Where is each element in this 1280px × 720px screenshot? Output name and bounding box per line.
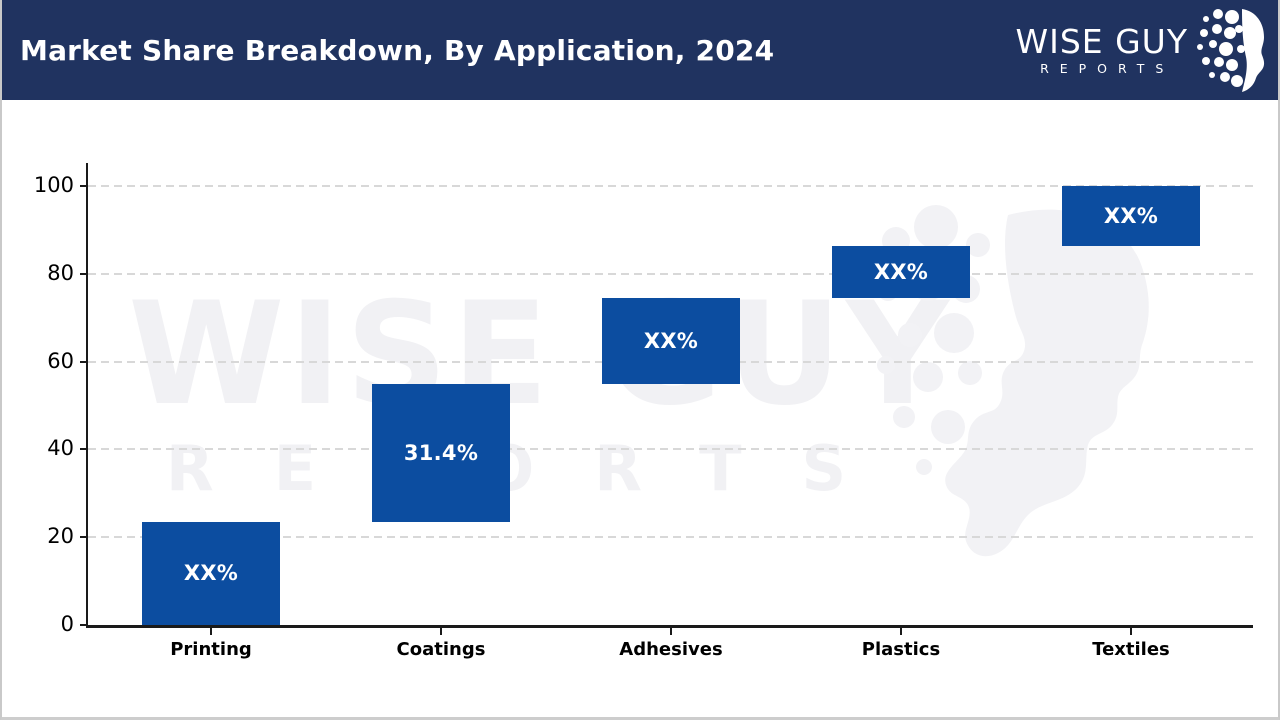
- x-axis-spine: [86, 625, 1253, 628]
- bar-plastics: XX%: [832, 246, 970, 298]
- brand-subtitle: REPORTS: [1040, 60, 1175, 76]
- bar-value-label: XX%: [873, 260, 929, 285]
- x-tick-plastics: [900, 628, 902, 635]
- brand-logo: WISE GUY REPORTS: [1015, 6, 1266, 94]
- bar-textiles: XX%: [1062, 186, 1200, 247]
- bar-value-label: XX%: [643, 328, 699, 353]
- gridline-y-100: [88, 185, 1253, 187]
- x-tick-coatings: [440, 628, 442, 635]
- x-tick-label-coatings: Coatings: [396, 639, 486, 660]
- page-title: Market Share Breakdown, By Application, …: [20, 33, 775, 67]
- gridline-y-40: [88, 448, 1253, 451]
- brand-face-icon: [1197, 9, 1265, 92]
- y-tick-20: [80, 536, 88, 539]
- bar-value-label: XX%: [1103, 204, 1159, 229]
- bar-value-label: XX%: [183, 561, 239, 586]
- x-tick-label-textiles: Textiles: [1092, 639, 1170, 660]
- y-tick-label-80: 80: [47, 260, 74, 285]
- header-bar: Market Share Breakdown, By Application, …: [0, 0, 1280, 100]
- x-tick-label-adhesives: Adhesives: [619, 639, 723, 660]
- x-tick-label-printing: Printing: [170, 639, 252, 660]
- y-tick-label-40: 40: [47, 436, 74, 461]
- x-tick-label-plastics: Plastics: [861, 639, 941, 660]
- brand-name: WISE GUY: [1015, 21, 1188, 61]
- y-tick-label-60: 60: [47, 348, 74, 373]
- bar-adhesives: XX%: [602, 297, 740, 384]
- bar-coatings: 31.4%: [372, 383, 510, 522]
- y-tick-40: [80, 448, 88, 451]
- bar-value-label: 31.4%: [403, 440, 479, 465]
- y-tick-60: [80, 360, 88, 363]
- x-tick-adhesives: [670, 628, 672, 635]
- bar-printing: XX%: [142, 521, 280, 625]
- x-tick-printing: [210, 628, 212, 635]
- watermark-subtext: REPORTS: [166, 432, 907, 505]
- y-tick-label-0: 0: [60, 612, 74, 636]
- y-tick-80: [80, 272, 88, 275]
- gridline-y-80: [88, 272, 1253, 275]
- y-axis-spine: [86, 163, 88, 628]
- y-tick-100: [80, 185, 88, 187]
- watermark-text: WISE GUY: [128, 272, 953, 437]
- x-tick-textiles: [1130, 628, 1132, 635]
- waterfall-chart: 0 20 40 60 80 100 XX% 31.4% XX% XX% XX% Printing Coa…: [0, 100, 1280, 720]
- gridline-y-20: [88, 536, 1253, 539]
- y-tick-label-100: 100: [33, 173, 74, 197]
- y-tick-label-20: 20: [47, 524, 74, 549]
- y-tick-0: [80, 624, 88, 626]
- brand-logo-text: WISE GUY REPORTS: [1015, 25, 1188, 76]
